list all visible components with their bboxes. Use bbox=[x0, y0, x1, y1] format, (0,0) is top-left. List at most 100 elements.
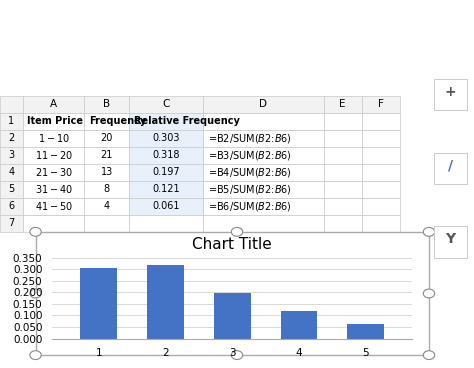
Bar bbox=[129, 181, 203, 198]
Bar bbox=[129, 147, 203, 164]
Bar bbox=[324, 198, 362, 215]
Bar bbox=[23, 164, 84, 181]
Text: Item Price: Item Price bbox=[27, 116, 83, 126]
Text: $21 - $30: $21 - $30 bbox=[35, 166, 73, 178]
Bar bbox=[324, 164, 362, 181]
Text: 21: 21 bbox=[100, 150, 113, 160]
Bar bbox=[0, 164, 23, 181]
Bar bbox=[281, 311, 317, 339]
Text: $31 - $40: $31 - $40 bbox=[35, 183, 73, 195]
Text: C: C bbox=[163, 99, 170, 109]
Bar bbox=[129, 113, 203, 130]
Bar bbox=[0, 181, 23, 198]
Bar bbox=[203, 181, 324, 198]
Text: 0.061: 0.061 bbox=[152, 201, 180, 211]
Bar bbox=[434, 153, 467, 184]
Text: 8: 8 bbox=[104, 184, 110, 194]
Bar bbox=[84, 198, 129, 215]
Text: 0.303: 0.303 bbox=[152, 133, 180, 143]
Bar bbox=[23, 215, 84, 232]
Bar bbox=[324, 181, 362, 198]
Bar bbox=[84, 113, 129, 130]
Text: =B6/SUM($B$2:$B$6): =B6/SUM($B$2:$B$6) bbox=[208, 200, 292, 213]
Bar bbox=[129, 96, 203, 113]
Bar bbox=[23, 96, 84, 113]
Bar bbox=[81, 269, 117, 339]
Bar bbox=[214, 293, 251, 339]
Bar bbox=[129, 198, 203, 215]
Bar bbox=[23, 147, 84, 164]
Bar bbox=[434, 226, 467, 258]
Bar bbox=[84, 215, 129, 232]
Bar bbox=[203, 164, 324, 181]
Bar bbox=[324, 130, 362, 147]
Bar bbox=[129, 130, 203, 147]
Bar bbox=[362, 130, 400, 147]
Text: 13: 13 bbox=[101, 167, 113, 177]
Title: Chart Title: Chart Title bbox=[192, 237, 272, 252]
Bar bbox=[362, 96, 400, 113]
Text: 0.121: 0.121 bbox=[152, 184, 180, 194]
Circle shape bbox=[423, 351, 435, 360]
Circle shape bbox=[30, 227, 41, 236]
Bar bbox=[84, 147, 129, 164]
Bar bbox=[0, 147, 23, 164]
Text: 0.318: 0.318 bbox=[152, 150, 180, 160]
Bar bbox=[362, 147, 400, 164]
Bar bbox=[0, 96, 23, 113]
Bar bbox=[203, 96, 324, 113]
Bar bbox=[324, 113, 362, 130]
Circle shape bbox=[423, 227, 435, 236]
Bar bbox=[129, 164, 203, 181]
Circle shape bbox=[30, 289, 41, 298]
Bar bbox=[23, 130, 84, 147]
Bar bbox=[84, 164, 129, 181]
Text: =B5/SUM($B$2:$B$6): =B5/SUM($B$2:$B$6) bbox=[208, 183, 292, 196]
Text: $41 - $50: $41 - $50 bbox=[35, 200, 73, 212]
Bar bbox=[347, 325, 384, 339]
Bar bbox=[203, 130, 324, 147]
Bar bbox=[324, 215, 362, 232]
Bar bbox=[0, 198, 23, 215]
Bar bbox=[84, 96, 129, 113]
Text: 0.197: 0.197 bbox=[152, 167, 180, 177]
Text: B: B bbox=[103, 99, 110, 109]
Text: 1: 1 bbox=[9, 116, 14, 126]
Text: 4: 4 bbox=[9, 167, 14, 177]
Text: $1 - $10: $1 - $10 bbox=[37, 132, 70, 144]
Bar bbox=[203, 198, 324, 215]
Bar bbox=[362, 113, 400, 130]
Text: 3: 3 bbox=[9, 150, 14, 160]
Bar bbox=[362, 164, 400, 181]
Bar bbox=[84, 130, 129, 147]
Text: +: + bbox=[445, 85, 456, 99]
Text: $11 - $20: $11 - $20 bbox=[35, 149, 73, 161]
Text: =B3/SUM($B$2:$B$6): =B3/SUM($B$2:$B$6) bbox=[208, 149, 292, 162]
Circle shape bbox=[231, 227, 243, 236]
Bar bbox=[36, 232, 429, 355]
Circle shape bbox=[30, 351, 41, 360]
Text: 20: 20 bbox=[100, 133, 113, 143]
Bar bbox=[84, 181, 129, 198]
Text: 6: 6 bbox=[9, 201, 14, 211]
Bar bbox=[203, 113, 324, 130]
Bar bbox=[0, 215, 23, 232]
Text: Y: Y bbox=[445, 232, 456, 246]
Text: =B2/SUM($B$2:$B$6): =B2/SUM($B$2:$B$6) bbox=[208, 132, 292, 145]
Bar bbox=[0, 113, 23, 130]
Text: 7: 7 bbox=[8, 218, 15, 228]
Circle shape bbox=[231, 351, 243, 360]
Bar bbox=[434, 79, 467, 110]
Bar bbox=[362, 181, 400, 198]
Bar bbox=[324, 147, 362, 164]
Text: A: A bbox=[50, 99, 57, 109]
Bar bbox=[129, 215, 203, 232]
Bar bbox=[147, 265, 184, 339]
Text: 4: 4 bbox=[104, 201, 110, 211]
Text: 2: 2 bbox=[8, 133, 15, 143]
Circle shape bbox=[423, 289, 435, 298]
Text: Frequency: Frequency bbox=[89, 116, 146, 126]
Text: D: D bbox=[259, 99, 267, 109]
Text: /: / bbox=[448, 159, 453, 173]
Bar bbox=[362, 198, 400, 215]
